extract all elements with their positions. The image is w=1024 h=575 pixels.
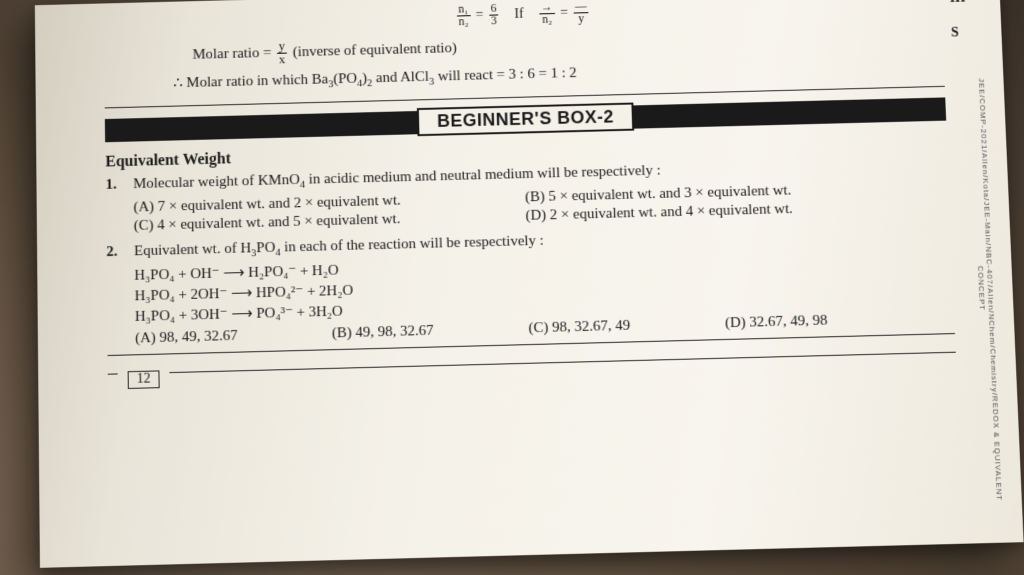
q2-option-b: (B) 49, 98, 32.67 [332,320,529,344]
q2-option-d: (D) 32.67, 49, 98 [725,310,922,334]
banner-title: BEGINNER'S BOX-2 [417,103,634,137]
spine-text: JEE/COMP-2021/Allen/Kota/JEE-Main/NBC-40… [964,77,1004,503]
cutoff-line-1: III [949,0,966,7]
textbook-page: III S n₁ n₂ = 6 3 If → n₂ = — y Molar ra… [35,0,1024,568]
cutoff-line-2: S [951,26,968,42]
page-number: 12 [128,371,160,390]
frac-y-x: y x [277,40,288,66]
q2-option-a: (A) 98, 49, 32.67 [135,325,332,349]
frac-right-val: — y [573,1,589,25]
frac-n1-n2: n₁ n₂ [456,4,470,28]
q2-option-c: (C) 98, 32.67, 49 [528,315,725,339]
q1-number: 1. [106,177,134,196]
q2-number: 2. [106,244,134,263]
banner-bar-left [105,111,418,142]
frac-right: → n₂ [539,2,555,26]
cutoff-text: III S [949,0,967,41]
banner-bar-right [633,97,946,128]
frac-6-3: 6 3 [489,3,499,27]
